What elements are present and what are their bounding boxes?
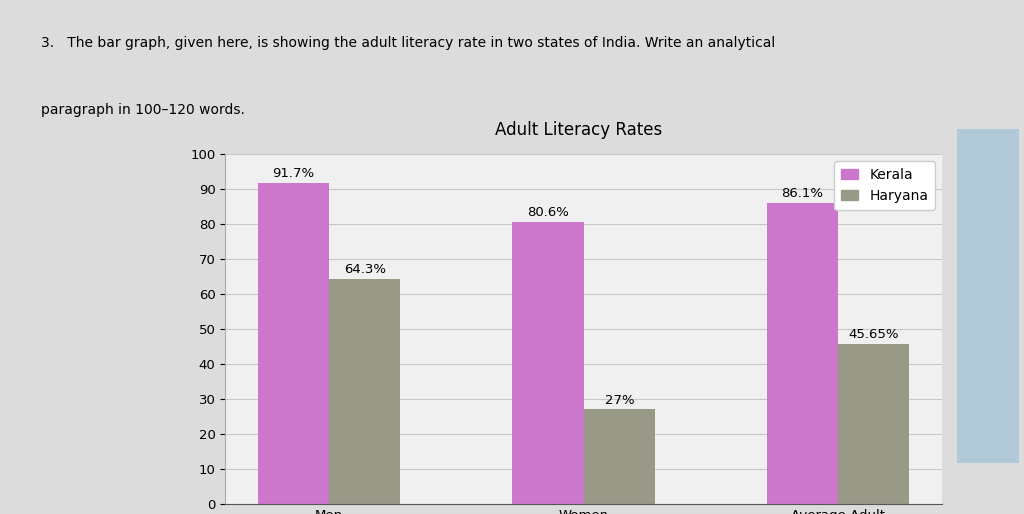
Bar: [767, 203, 839, 504]
Text: 27%: 27%: [604, 394, 634, 407]
Text: 64.3%: 64.3%: [344, 263, 386, 276]
Bar: [329, 279, 400, 504]
Text: 91.7%: 91.7%: [272, 168, 314, 180]
Text: Adult Literacy Rates: Adult Literacy Rates: [495, 121, 663, 139]
Bar: [258, 183, 329, 504]
Bar: [584, 409, 655, 504]
Bar: [839, 344, 909, 504]
Legend: Kerala, Haryana: Kerala, Haryana: [835, 161, 935, 210]
Text: 80.6%: 80.6%: [527, 206, 569, 219]
Text: 86.1%: 86.1%: [781, 187, 823, 200]
Text: paragraph in 100–120 words.: paragraph in 100–120 words.: [41, 103, 245, 117]
Text: 45.65%: 45.65%: [849, 328, 899, 341]
Text: 3.   The bar graph, given here, is showing the adult literacy rate in two states: 3. The bar graph, given here, is showing…: [41, 36, 775, 50]
Bar: [512, 222, 584, 504]
